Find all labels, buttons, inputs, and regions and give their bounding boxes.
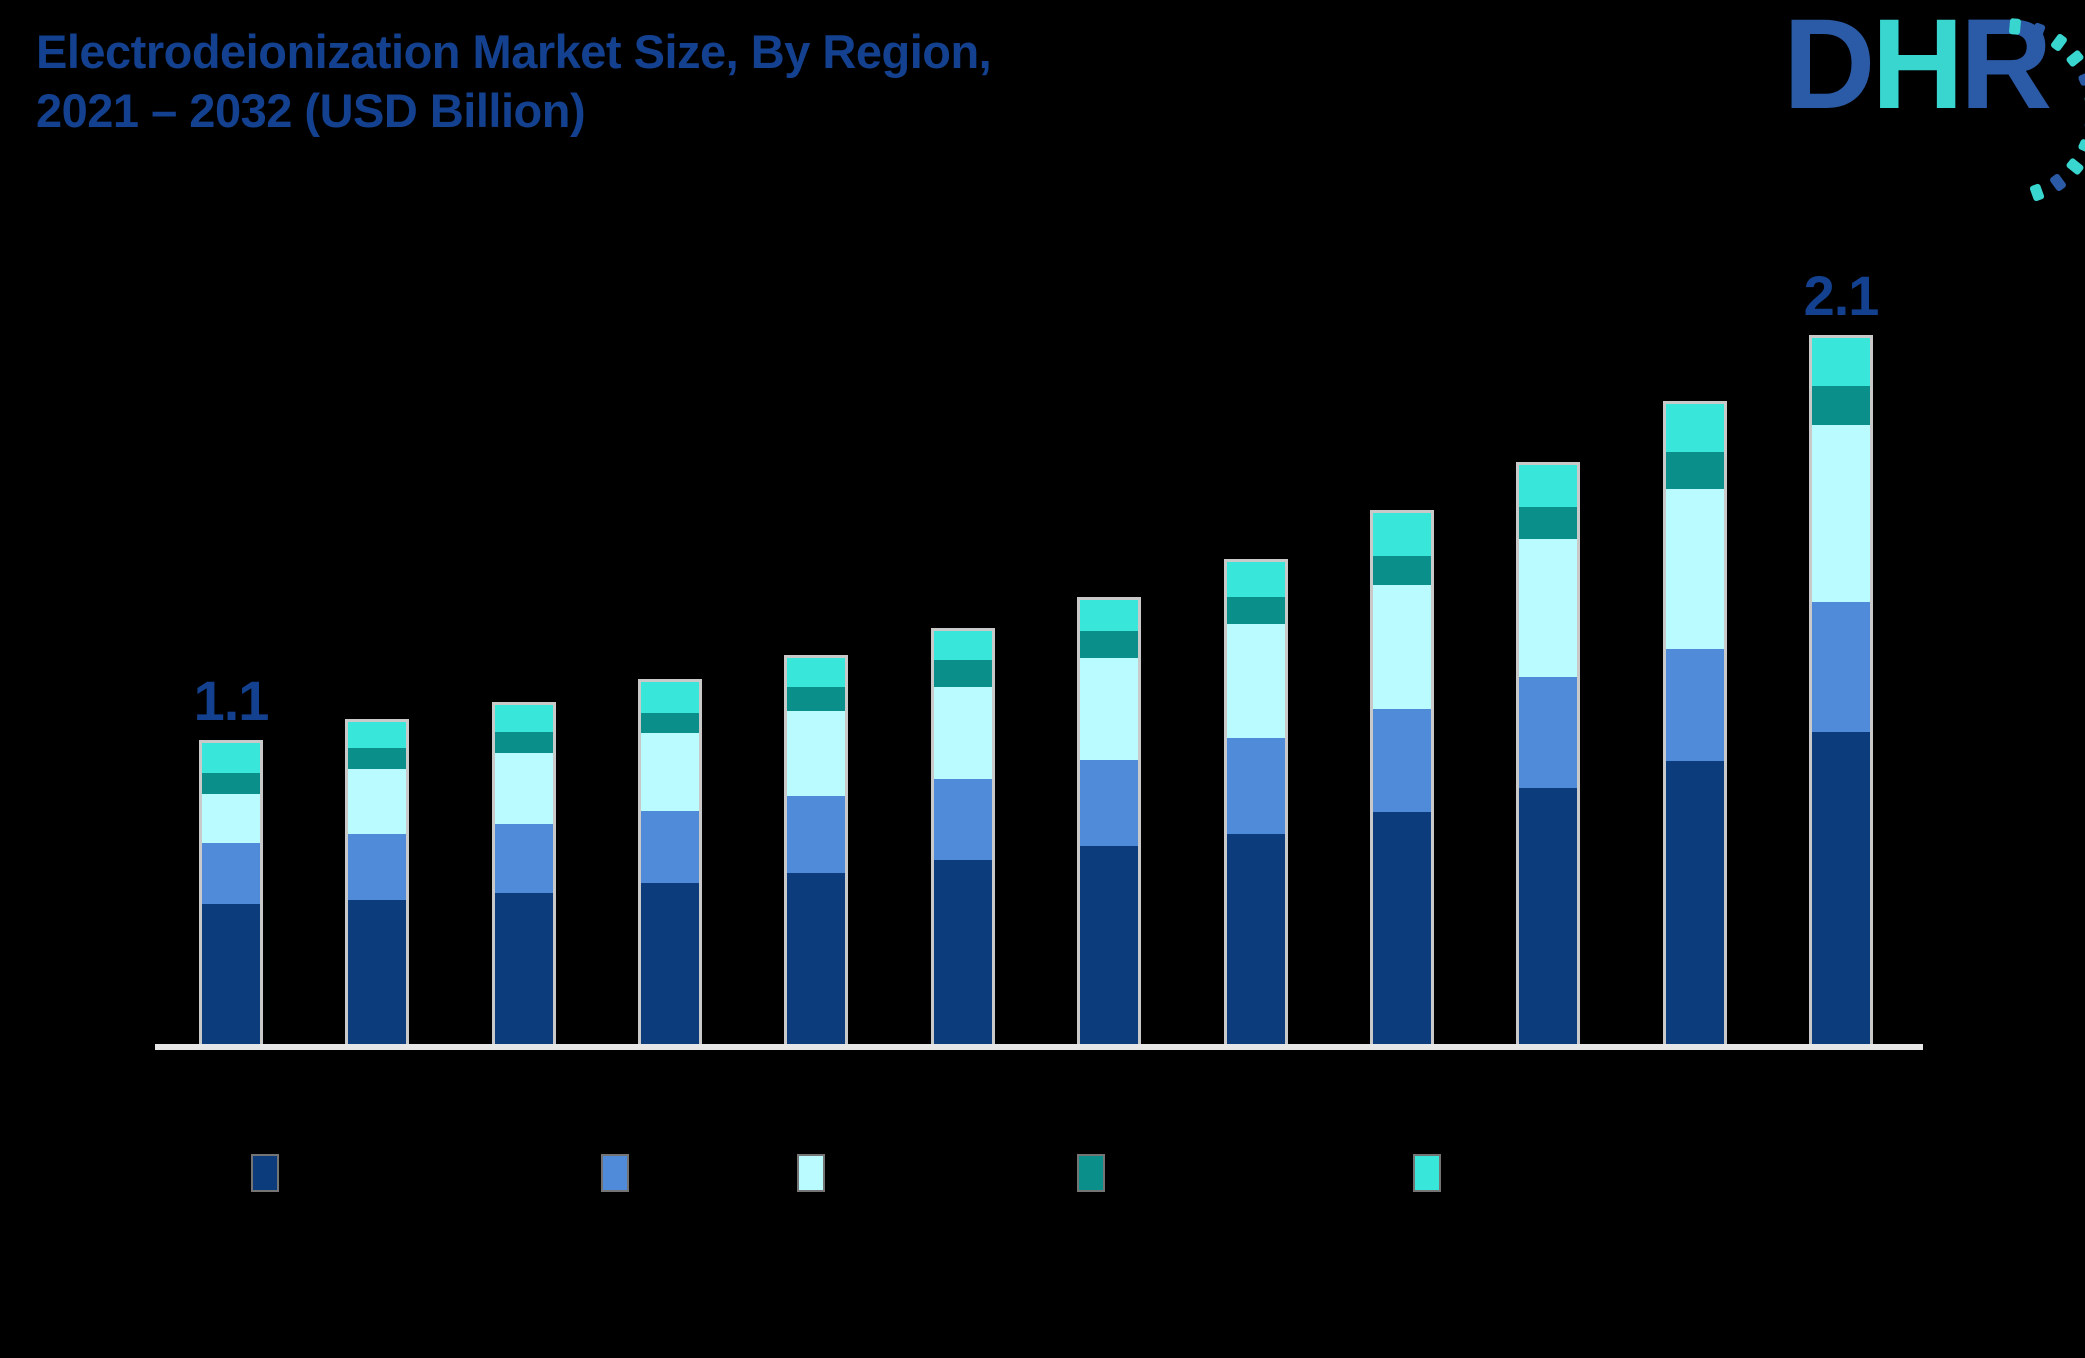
bar-2028-segment-5 [1227,562,1285,597]
bar-2022-segment-5 [348,722,406,748]
bar-2026-segment-3 [934,686,992,779]
legend-swatch-5 [1413,1154,1441,1192]
bar-2021-segment-3 [202,793,260,843]
bar-2023-segment-4 [495,731,553,753]
bar-2030-segment-1 [1519,788,1577,1044]
chart-legend [0,1154,2085,1196]
legend-swatch-3 [797,1154,825,1192]
bar-2027-segment-4 [1080,630,1138,658]
bar-2030 [1516,462,1580,1044]
dhr-logo: DHR [1783,1,2085,202]
bar-2029-segment-2 [1373,708,1431,813]
chart-title: Electrodeionization Market Size, By Regi… [36,22,992,140]
bar-2031-segment-3 [1666,488,1724,649]
bar-2026-segment-1 [934,860,992,1045]
bar-2021 [199,740,263,1044]
bar-2026 [931,628,995,1045]
bar-2028-segment-2 [1227,737,1285,835]
bar-2029-segment-1 [1373,812,1431,1045]
bar-2024-segment-3 [641,732,699,811]
bar-2029-segment-3 [1373,584,1431,709]
bar-2032-segment-1 [1812,732,1870,1044]
dhr-logo-text: DHR [1783,1,2083,129]
bar-2029-segment-4 [1373,555,1431,585]
bar-2022-segment-4 [348,747,406,769]
bar-2023-segment-1 [495,893,553,1045]
bar-2026-segment-4 [934,659,992,687]
bar-2032-segment-5 [1812,338,1870,386]
bar-2025-segment-1 [787,873,845,1045]
bar-2021-segment-5 [202,743,260,773]
bar-2028-segment-3 [1227,623,1285,738]
logo-letter-H: H [1871,0,1963,136]
bar-2031-segment-5 [1666,404,1724,452]
bar-2031-segment-4 [1666,451,1724,489]
bar-2028-segment-1 [1227,834,1285,1044]
bar-2025-segment-4 [787,686,845,711]
bar-2022 [345,719,409,1044]
legend-swatch-4 [1077,1154,1105,1192]
bar-2022-segment-3 [348,768,406,834]
bar-2025-segment-5 [787,658,845,687]
bar-2032-segment-2 [1812,601,1870,733]
bar-2027 [1077,597,1141,1045]
bar-2027-segment-5 [1080,600,1138,631]
bar-2029 [1370,510,1434,1045]
bar-2032-segment-4 [1812,385,1870,425]
bar-2022-segment-2 [348,833,406,901]
legend-swatch-1 [251,1154,279,1192]
bar-2021-segment-4 [202,772,260,794]
bar-2024-segment-4 [641,712,699,733]
bar-2025-segment-2 [787,795,845,874]
bar-2027-segment-1 [1080,846,1138,1045]
bar-2025 [784,655,848,1045]
value-label-2021: 1.1 [193,669,270,732]
bar-2022-segment-1 [348,900,406,1044]
bar-2024 [638,679,702,1044]
bar-2021-segment-2 [202,843,260,905]
bar-2026-segment-2 [934,778,992,861]
bar-2032-segment-3 [1812,424,1870,602]
logo-letter-R: R [1959,0,2052,136]
bar-2023-segment-3 [495,752,553,824]
bar-2024-segment-2 [641,810,699,884]
bar-2031-segment-1 [1666,761,1724,1044]
x-axis-baseline [155,1044,1923,1050]
bar-2027-segment-2 [1080,759,1138,847]
chart-title-line2: 2021 – 2032 (USD Billion) [36,84,586,137]
bar-2029-segment-5 [1373,513,1431,556]
bar-2026-segment-5 [934,631,992,660]
bar-2030-segment-2 [1519,676,1577,789]
bar-2025-segment-3 [787,710,845,796]
bar-2023-segment-2 [495,823,553,894]
bar-2028 [1224,559,1288,1044]
chart-title-line1: Electrodeionization Market Size, By Regi… [36,25,992,78]
bar-2030-segment-5 [1519,465,1577,507]
bar-2023 [492,702,556,1045]
value-label-2032: 2.1 [1803,264,1880,327]
bar-2032 [1809,335,1873,1044]
bar-2030-segment-3 [1519,538,1577,677]
bar-2031-segment-2 [1666,648,1724,762]
bar-2027-segment-3 [1080,657,1138,760]
bar-2024-segment-5 [641,682,699,713]
bar-2030-segment-4 [1519,506,1577,539]
legend-swatch-2 [601,1154,629,1192]
logo-letter-D: D [1783,0,1875,136]
bar-2031 [1663,401,1727,1044]
bar-2028-segment-4 [1227,596,1285,624]
bar-2023-segment-5 [495,705,553,732]
bar-2024-segment-1 [641,883,699,1044]
bar-2021-segment-1 [202,904,260,1044]
